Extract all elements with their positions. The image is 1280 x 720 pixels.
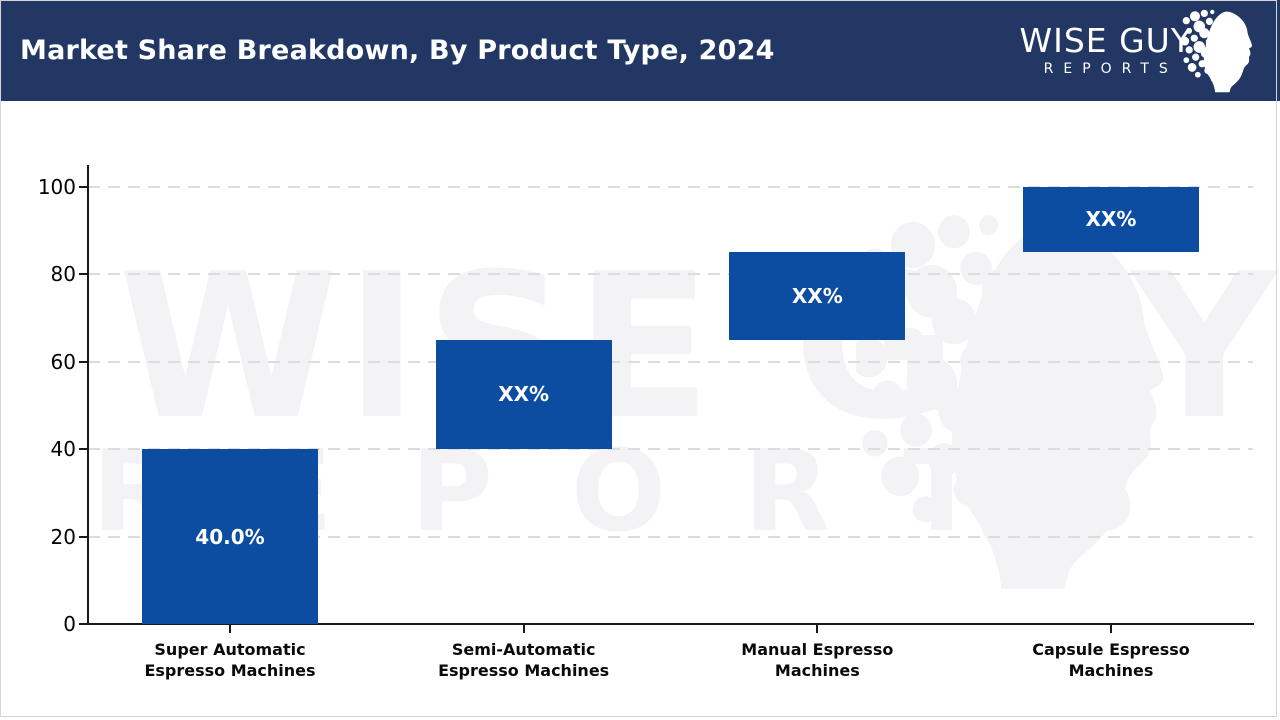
bar-value-label: XX% xyxy=(498,382,550,407)
category-label-manual-espresso-machines: Manual Espresso Machines xyxy=(667,639,967,681)
category-label-line: Machines xyxy=(1068,661,1154,680)
y-axis-tick-label: 20 xyxy=(50,524,76,549)
x-axis-tick xyxy=(522,625,525,633)
y-axis-tick-label: 40 xyxy=(50,437,76,461)
y-axis-tick xyxy=(79,623,88,625)
x-axis-tick xyxy=(1110,625,1112,633)
category-label-line: Manual Espresso xyxy=(741,640,894,659)
x-axis-line xyxy=(86,623,1254,625)
bar-value-label: 40.0% xyxy=(195,524,265,549)
y-axis-tick xyxy=(79,273,88,275)
gridline xyxy=(88,448,1253,450)
y-axis-tick xyxy=(79,535,88,538)
y-axis-tick-label: 100 xyxy=(37,174,76,199)
category-label-line: Capsule Espresso xyxy=(1032,640,1190,659)
bar-value-label: XX% xyxy=(791,283,843,308)
y-axis-tick xyxy=(79,360,88,363)
y-axis-tick xyxy=(79,448,88,450)
category-label-line: Espresso Machines xyxy=(144,661,316,680)
bar-capsule-espresso-machines: XX% xyxy=(1023,186,1199,253)
wiseguy-logo: WISE GUY REPORTS xyxy=(1019,9,1254,93)
category-label-semi-automatic-espresso-machines: Semi-Automatic Espresso Machines xyxy=(374,639,674,681)
gridline xyxy=(88,360,1253,363)
logo-name-label: WISE GUY xyxy=(1019,21,1192,60)
y-axis-line xyxy=(87,165,89,625)
logo-subname-label: REPORTS xyxy=(1043,61,1178,77)
bar-super-automatic-espresso-machines: 40.0% xyxy=(142,449,318,624)
gridline xyxy=(88,185,1253,188)
bar-value-label: XX% xyxy=(1085,207,1137,232)
category-label-line: Espresso Machines xyxy=(438,661,610,680)
x-axis-tick xyxy=(229,625,231,633)
gridline xyxy=(88,535,1253,538)
chart-title: Market Share Breakdown, By Product Type,… xyxy=(20,35,775,66)
y-axis-tick-label: 80 xyxy=(50,262,76,286)
bar-manual-espresso-machines: XX% xyxy=(729,252,906,340)
category-label-line: Super Automatic xyxy=(154,640,306,659)
x-axis-tick xyxy=(816,625,819,633)
header: Market Share Breakdown, By Product Type,… xyxy=(0,0,1280,101)
watermark-head-icon xyxy=(856,215,1164,589)
category-label-super-automatic-espresso-machines: Super Automatic Espresso Machines xyxy=(80,639,380,681)
logo-head-icon xyxy=(1182,9,1252,92)
y-axis-tick xyxy=(79,185,88,188)
bar-semi-automatic-espresso-machines: XX% xyxy=(435,339,612,449)
category-label-capsule-espresso-machines: Capsule Espresso Machines xyxy=(961,639,1261,681)
category-label-line: Semi-Automatic xyxy=(451,640,596,659)
category-label-line: Machines xyxy=(774,661,860,680)
y-axis-tick-label: 0 xyxy=(63,612,76,636)
gridline xyxy=(88,273,1253,275)
logo-text: WISE GUY REPORTS xyxy=(1019,21,1192,78)
y-axis-tick-label: 60 xyxy=(50,349,76,374)
